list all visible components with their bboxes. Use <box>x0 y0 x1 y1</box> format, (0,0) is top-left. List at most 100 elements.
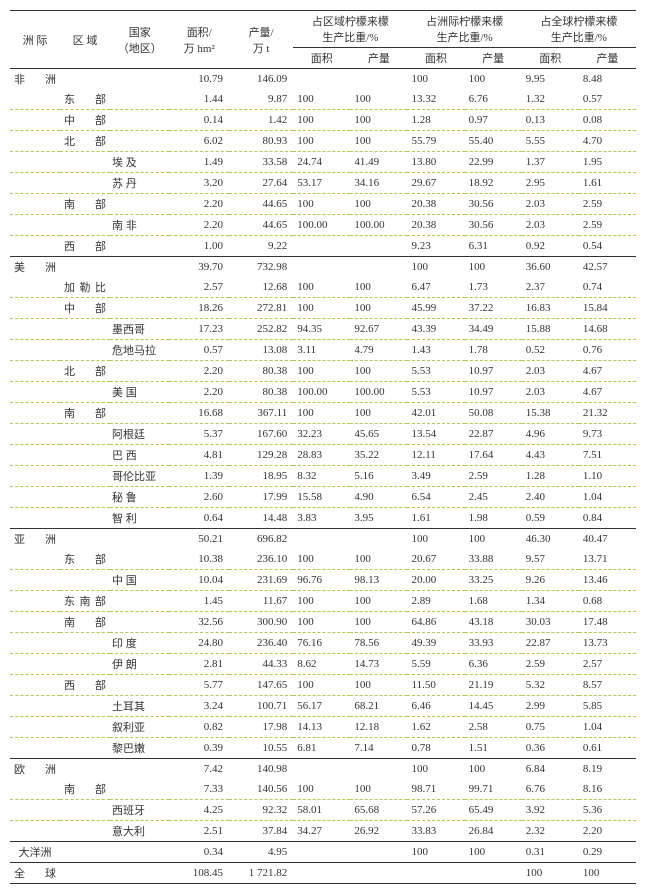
cell-area: 2.20 <box>169 361 229 382</box>
cell-pct-glob-prod: 0.08 <box>579 110 636 131</box>
table-row: 危地马拉0.5713.083.114.791.431.780.520.76 <box>10 340 636 361</box>
cell-area: 16.68 <box>169 403 229 424</box>
cell-continent <box>10 445 60 466</box>
cell-area: 2.60 <box>169 487 229 508</box>
table-row: 秘 鲁2.6017.9915.584.906.542.452.401.04 <box>10 487 636 508</box>
cell-pct-region-prod: 12.18 <box>350 717 407 738</box>
cell-pct-cont-area: 9.23 <box>407 236 464 257</box>
cell-pct-region-area <box>293 863 350 884</box>
cell-continent <box>10 508 60 529</box>
cell-pct-cont-prod: 1.73 <box>465 277 522 298</box>
cell-region: 东 部 <box>60 549 110 570</box>
cell-pct-glob-area: 6.76 <box>522 779 579 800</box>
cell-pct-cont-prod: 14.45 <box>465 696 522 717</box>
cell-pct-glob-prod: 9.73 <box>579 424 636 445</box>
table-row: 南 部7.33140.5610010098.7199.716.768.16 <box>10 779 636 800</box>
cell-region <box>60 717 110 738</box>
table-header: 洲 际 区 域 国家 （地区） 面积/ 万 hm² 产量/ 万 t 占区域柠檬来… <box>10 11 636 69</box>
cell-pct-cont-area: 1.43 <box>407 340 464 361</box>
cell-prod: 129.28 <box>229 445 293 466</box>
cell-region: 加勒比 <box>60 277 110 298</box>
cell-pct-region-prod: 34.16 <box>350 173 407 194</box>
cell-region: 西 部 <box>60 675 110 696</box>
cell-region: 西 部 <box>60 236 110 257</box>
cell-prod: 44.33 <box>229 654 293 675</box>
cell-prod: 367.11 <box>229 403 293 424</box>
cell-pct-region-prod: 100 <box>350 403 407 424</box>
cell-pct-glob-area: 0.92 <box>522 236 579 257</box>
cell-pct-region-area: 100 <box>293 361 350 382</box>
cell-pct-region-area <box>293 236 350 257</box>
cell-pct-cont-prod: 1.68 <box>465 591 522 612</box>
cell-prod: 80.93 <box>229 131 293 152</box>
cell-prod: 27.64 <box>229 173 293 194</box>
cell-area: 2.81 <box>169 654 229 675</box>
cell-pct-region-prod: 5.16 <box>350 466 407 487</box>
cell-pct-region-prod: 100 <box>350 591 407 612</box>
cell-region <box>60 69 110 90</box>
cell-continent: 欧 洲 <box>10 759 60 780</box>
cell-region <box>60 821 110 842</box>
cell-pct-region-area: 100 <box>293 612 350 633</box>
cell-continent <box>10 89 60 110</box>
cell-pct-cont-area: 6.47 <box>407 277 464 298</box>
cell-area: 10.79 <box>169 69 229 90</box>
cell-pct-glob-area: 2.40 <box>522 487 579 508</box>
cell-pct-region-prod <box>350 69 407 90</box>
cell-country: 南 非 <box>110 215 170 236</box>
cell-pct-glob-prod: 1.61 <box>579 173 636 194</box>
cell-prod: 92.32 <box>229 800 293 821</box>
cell-continent: 亚 洲 <box>10 529 60 550</box>
cell-pct-region-area: 8.32 <box>293 466 350 487</box>
hdr-continent: 洲 际 <box>10 11 60 69</box>
cell-pct-glob-prod: 5.85 <box>579 696 636 717</box>
cell-prod: 14.48 <box>229 508 293 529</box>
cell-pct-glob-prod: 0.76 <box>579 340 636 361</box>
table-row: 苏 丹3.2027.6453.1734.1629.6718.922.951.61 <box>10 173 636 194</box>
cell-pct-region-area: 3.11 <box>293 340 350 361</box>
cell-pct-cont-prod: 100 <box>465 529 522 550</box>
cell-pct-region-prod: 100 <box>350 194 407 215</box>
table-row: 东 部1.449.8710010013.326.761.320.57 <box>10 89 636 110</box>
cell-area: 32.56 <box>169 612 229 633</box>
cell-area: 39.70 <box>169 257 229 278</box>
cell-pct-glob-area: 0.31 <box>522 842 579 863</box>
cell-pct-region-prod: 41.49 <box>350 152 407 173</box>
cell-area: 0.39 <box>169 738 229 759</box>
cell-pct-region-prod: 100 <box>350 612 407 633</box>
table-row: 中 国10.04231.6996.7698.1320.0033.259.2613… <box>10 570 636 591</box>
cell-pct-cont-area: 20.38 <box>407 215 464 236</box>
cell-pct-glob-area: 2.03 <box>522 215 579 236</box>
cell-prod: 252.82 <box>229 319 293 340</box>
cell-continent: 美 洲 <box>10 257 60 278</box>
cell-area: 1.49 <box>169 152 229 173</box>
hdr-prod: 产量/ 万 t <box>229 11 293 69</box>
cell-pct-region-area: 100 <box>293 131 350 152</box>
cell-region <box>60 445 110 466</box>
cell-pct-region-area: 28.83 <box>293 445 350 466</box>
cell-country: 危地马拉 <box>110 340 170 361</box>
cell-region: 东 部 <box>60 89 110 110</box>
cell-continent <box>10 215 60 236</box>
hdr-country: 国家 （地区） <box>110 11 170 69</box>
cell-pct-glob-prod: 8.48 <box>579 69 636 90</box>
cell-pct-cont-prod: 18.92 <box>465 173 522 194</box>
cell-pct-cont-prod: 33.88 <box>465 549 522 570</box>
cell-pct-cont-prod <box>465 863 522 884</box>
cell-continent <box>10 194 60 215</box>
cell-pct-cont-area <box>407 863 464 884</box>
cell-pct-region-area: 100 <box>293 675 350 696</box>
cell-pct-cont-prod: 65.49 <box>465 800 522 821</box>
cell-pct-glob-prod: 2.59 <box>579 215 636 236</box>
cell-continent <box>10 361 60 382</box>
cell-pct-cont-prod: 1.78 <box>465 340 522 361</box>
cell-country: 哥伦比亚 <box>110 466 170 487</box>
cell-region <box>60 529 110 550</box>
cell-continent <box>10 277 60 298</box>
cell-pct-cont-area: 20.67 <box>407 549 464 570</box>
cell-continent <box>10 717 60 738</box>
cell-prod: 146.09 <box>229 69 293 90</box>
cell-country: 秘 鲁 <box>110 487 170 508</box>
cell-area: 108.45 <box>169 863 229 884</box>
cell-pct-glob-prod: 1.04 <box>579 717 636 738</box>
